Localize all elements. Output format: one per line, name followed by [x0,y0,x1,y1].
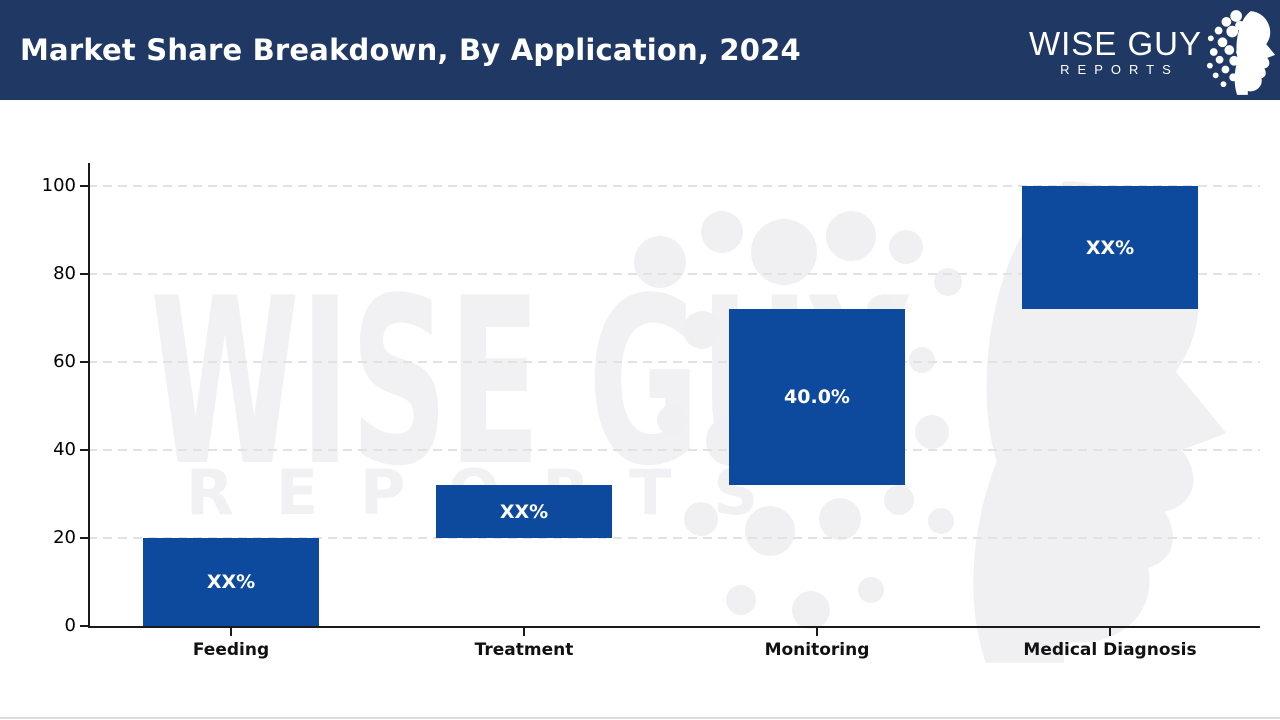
bar-value-label: XX% [206,571,256,593]
y-axis-tick [80,361,88,363]
bottom-border [0,717,1280,719]
bar-value-label: XX% [499,500,549,523]
x-axis-category-label: Feeding [192,640,270,660]
page-title: Market Share Breakdown, By Application, … [20,33,801,67]
bar-monitoring: 40.0% [729,309,905,486]
y-axis-tick [80,185,88,187]
bar-value-label: XX% [1085,236,1135,259]
face-logo-icon [1206,10,1276,95]
x-axis-tick [1109,628,1111,636]
y-axis-tick-label: 20 [53,527,76,548]
x-axis-tick [816,628,818,636]
y-axis-tick [80,537,88,539]
bar-treatment: XX% [436,485,612,538]
x-axis-tick [523,628,525,636]
y-axis-tick-label: 60 [53,351,76,372]
y-axis-tick-label: 40 [53,439,76,460]
logo-text: WISE GUY REPORTS [1029,27,1202,77]
gridline [88,185,1260,187]
y-axis-tick-label: 100 [41,175,76,196]
y-axis-spine [88,163,90,628]
gridline [88,449,1260,451]
y-axis-tick [80,625,88,627]
gridline [88,537,1260,539]
y-axis-tick [80,273,88,275]
bar-feeding: XX% [143,538,319,626]
x-axis-category-label: Monitoring [764,640,870,660]
x-axis-tick [230,628,232,636]
y-axis-tick [80,449,88,451]
bar-value-label: 40.0% [784,386,850,409]
x-axis-category-label: Medical Diagnosis [1023,640,1197,660]
logo-wordmark: WISE GUY [1028,25,1202,63]
y-axis-tick-label: 80 [53,263,76,284]
wise-guy-logo: WISE GUY REPORTS [1029,8,1278,96]
x-axis-category-label: Treatment [474,640,574,660]
y-axis-tick-label: 0 [64,615,76,636]
bar-medical-diagnosis: XX% [1022,186,1198,310]
x-axis-spine [88,626,1260,628]
logo-subtitle: REPORTS [1060,61,1179,77]
gridline [88,361,1260,363]
header-bar: Market Share Breakdown, By Application, … [0,0,1280,100]
